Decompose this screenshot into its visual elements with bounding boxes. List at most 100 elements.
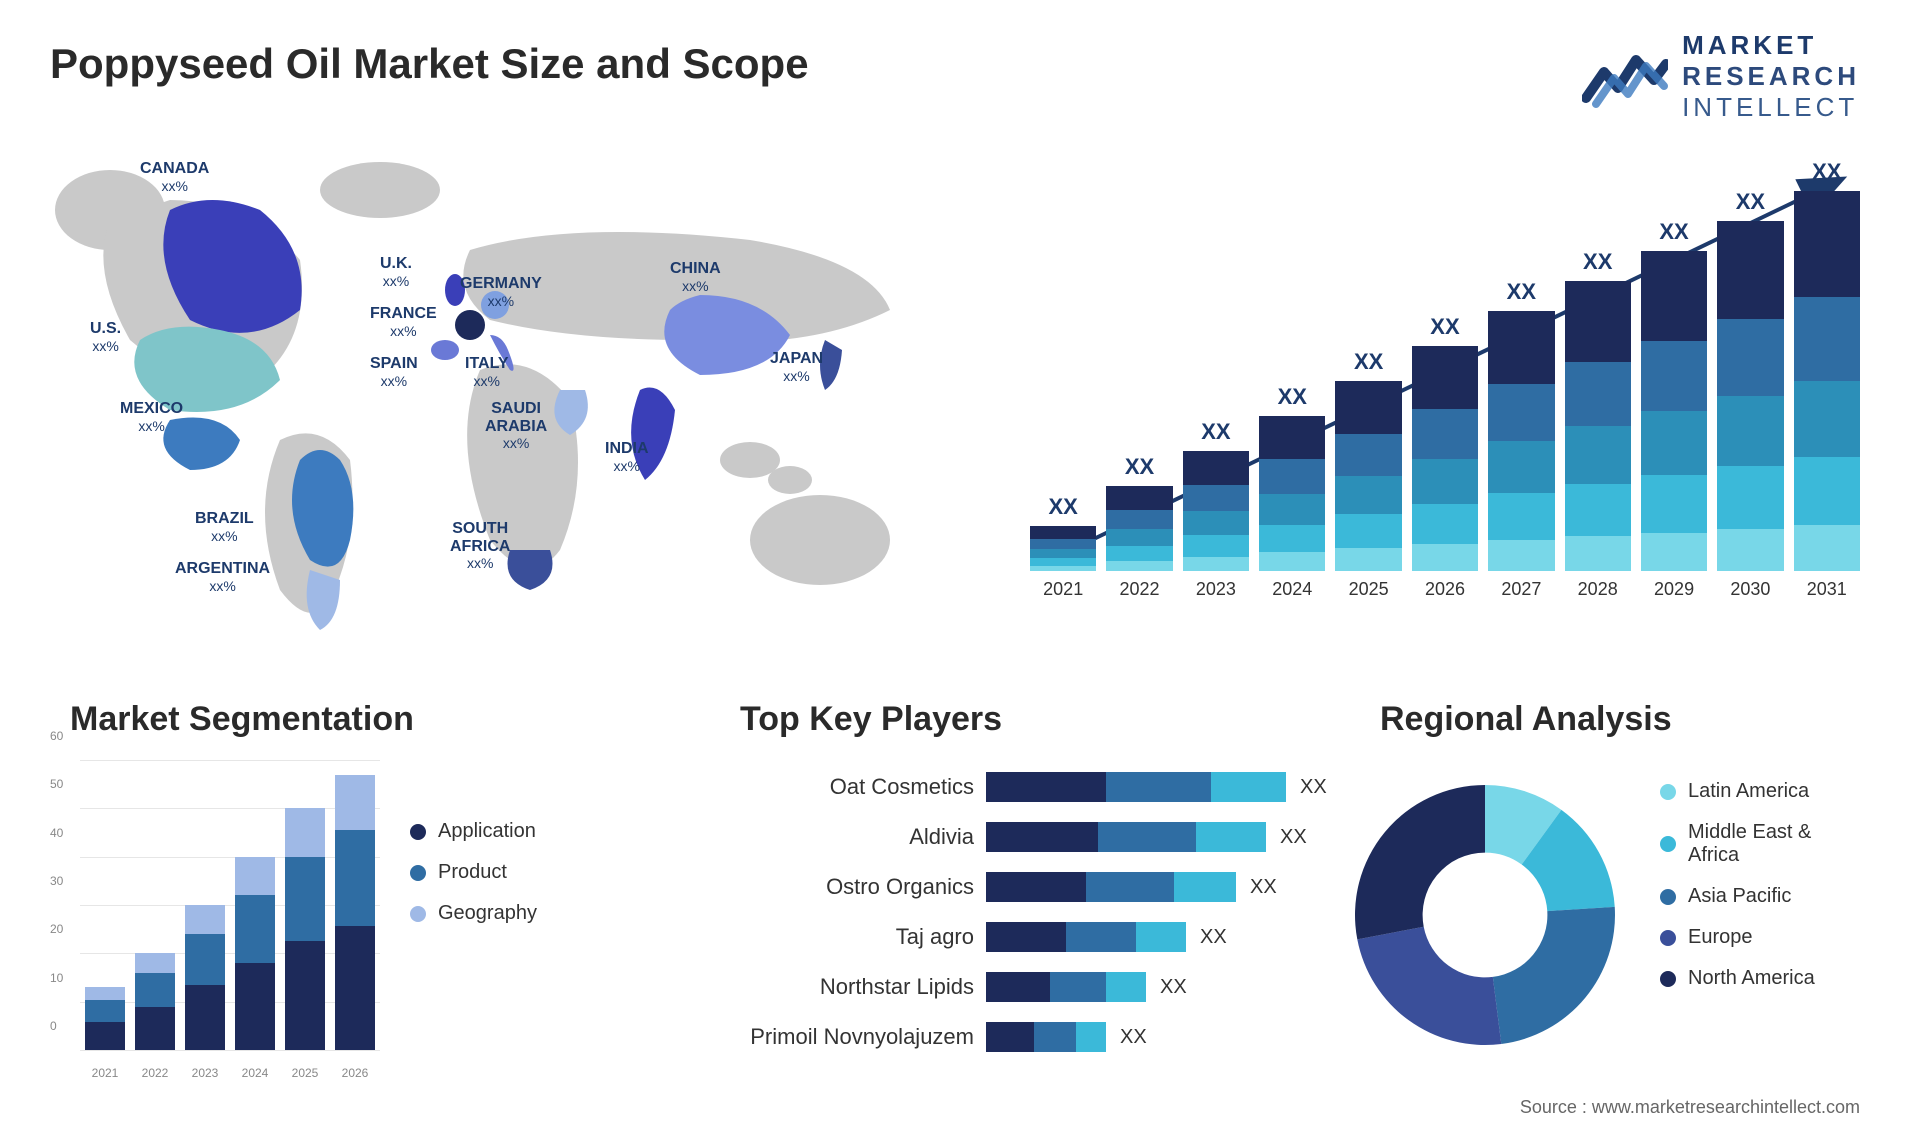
growth-bar: XX2027 (1488, 279, 1554, 600)
growth-bar: XX 2026 (1412, 314, 1478, 600)
section-title-regional: Regional Analysis (1380, 700, 1880, 739)
regional-legend: Latin America Middle East &Africa Asia Pac… (1660, 780, 1815, 1008)
seg-ytick: 40 (50, 826, 63, 840)
player-bar (986, 822, 1266, 852)
legend-label: North America (1688, 967, 1815, 990)
section-title-players: Top Key Players (740, 700, 1340, 739)
growth-bar-value: XX (1812, 159, 1841, 185)
player-name: Primoil Novnyolajuzem (740, 1024, 980, 1050)
player-value: XX (1300, 776, 1327, 799)
map-label: ITALYxx% (465, 355, 509, 390)
map-label: ARGENTINAxx% (175, 560, 270, 595)
legend-swatch (1660, 971, 1676, 987)
brand-logo: MARKET RESEARCH INTELLECT (1582, 30, 1860, 124)
source-attribution: Source : www.marketresearchintellect.com (1520, 1097, 1860, 1118)
map-label: CHINAxx% (670, 260, 721, 295)
growth-bar-value: XX (1430, 314, 1459, 340)
seg-bar (335, 775, 375, 1051)
map-label: U.S.xx% (90, 320, 121, 355)
map-label: CANADAxx% (140, 160, 209, 195)
growth-bar-value: XX (1736, 189, 1765, 215)
growth-bar: XX 2030 (1717, 189, 1783, 600)
donut-slice (1357, 927, 1501, 1045)
map-label: BRAZILxx% (195, 510, 254, 545)
growth-bar: XX 2022 (1106, 454, 1172, 600)
map-label: JAPANxx% (770, 350, 823, 385)
seg-bar (135, 953, 175, 1050)
legend-label: Europe (1688, 926, 1753, 949)
seg-bar (285, 808, 325, 1050)
growth-bar-value: XX (1049, 494, 1078, 520)
growth-bar-value: XX (1278, 384, 1307, 410)
player-value: XX (1200, 926, 1227, 949)
growth-bar: XX2025 (1335, 349, 1401, 600)
growth-bar-year: 2023 (1196, 579, 1236, 600)
seg-ytick: 60 (50, 729, 63, 743)
player-row: Primoil NovnyolajuzemXX (740, 1019, 1340, 1055)
seg-xlabel: 2022 (135, 1066, 175, 1080)
legend-swatch (1660, 836, 1676, 852)
player-row: Ostro Organics XX (740, 869, 1340, 905)
growth-bar: XX2024 (1259, 384, 1325, 600)
player-bar (986, 922, 1186, 952)
seg-xlabel: 2023 (185, 1066, 225, 1080)
map-label: SAUDIARABIAxx% (485, 400, 547, 453)
legend-swatch (410, 906, 426, 922)
seg-bar (235, 857, 275, 1050)
growth-bar-year: 2026 (1425, 579, 1465, 600)
logo-text: MARKET RESEARCH INTELLECT (1682, 30, 1860, 124)
legend-swatch (410, 824, 426, 840)
legend-item: Middle East &Africa (1660, 821, 1815, 867)
player-name: Ostro Organics (740, 874, 980, 900)
player-name: Taj agro (740, 924, 980, 950)
growth-bar-year: 2029 (1654, 579, 1694, 600)
seg-xlabel: 2021 (85, 1066, 125, 1080)
legend-item: Asia Pacific (1660, 885, 1815, 908)
logo-icon (1582, 42, 1668, 112)
seg-xlabel: 2026 (335, 1066, 375, 1080)
legend-item: Product (410, 861, 537, 884)
legend-item: Application (410, 820, 537, 843)
donut-slice (1493, 907, 1615, 1044)
player-value: XX (1160, 976, 1187, 999)
player-row: Oat Cosmetics XX (740, 769, 1340, 805)
growth-bar-value: XX (1659, 219, 1688, 245)
legend-label: Latin America (1688, 780, 1809, 803)
growth-bar: XX 2021 (1030, 494, 1096, 600)
growth-bar-year: 2030 (1730, 579, 1770, 600)
player-row: Taj agro XX (740, 919, 1340, 955)
player-name: Aldivia (740, 824, 980, 850)
growth-bar: XX2031 (1794, 159, 1860, 600)
segmentation-legend: Application Product Geography (410, 820, 537, 943)
map-label: MEXICOxx% (120, 400, 183, 435)
seg-ytick: 20 (50, 922, 63, 936)
map-label: INDIAxx% (605, 440, 649, 475)
growth-chart: XX2021XX2022XX2023XX2024XX2025XX2026XX20… (1030, 160, 1860, 630)
player-bar (986, 972, 1146, 1002)
legend-item: Latin America (1660, 780, 1815, 803)
page-title: Poppyseed Oil Market Size and Scope (50, 40, 809, 88)
player-name: Northstar Lipids (740, 974, 980, 1000)
growth-bar-year: 2028 (1578, 579, 1618, 600)
regional-donut (1340, 770, 1630, 1060)
growth-bar-value: XX (1125, 454, 1154, 480)
growth-bar-year: 2025 (1349, 579, 1389, 600)
market-segmentation: Market Segmentation 0102030405060 202120… (70, 700, 570, 739)
growth-bar: XX 2023 (1183, 419, 1249, 600)
seg-bar (185, 905, 225, 1050)
player-name: Oat Cosmetics (740, 774, 980, 800)
top-key-players: Top Key Players Oat Cosmetics XX Aldivia XX… (740, 700, 1340, 1069)
legend-item: Geography (410, 902, 537, 925)
player-bar (986, 772, 1286, 802)
seg-ytick: 50 (50, 777, 63, 791)
seg-xlabel: 2024 (235, 1066, 275, 1080)
player-value: XX (1250, 876, 1277, 899)
player-value: XX (1280, 826, 1307, 849)
legend-swatch (1660, 784, 1676, 800)
growth-bar-year: 2021 (1043, 579, 1083, 600)
growth-bar-value: XX (1201, 419, 1230, 445)
growth-bar-year: 2022 (1120, 579, 1160, 600)
map-label: SPAINxx% (370, 355, 418, 390)
seg-ytick: 30 (50, 874, 63, 888)
seg-ytick: 0 (50, 1019, 57, 1033)
